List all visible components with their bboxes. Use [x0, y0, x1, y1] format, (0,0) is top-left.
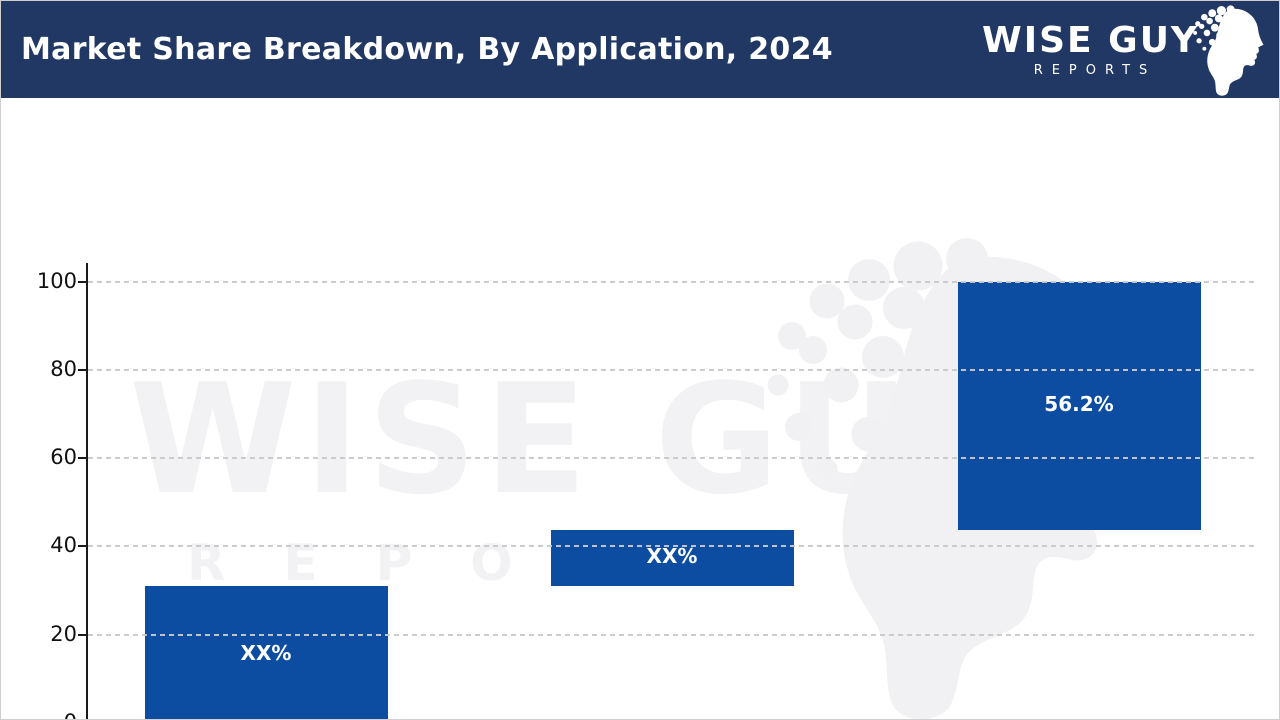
- gridline-80: [88, 368, 1258, 371]
- gridline-60: [88, 457, 1258, 460]
- y-axis-tick: [78, 545, 86, 548]
- brand-logo-line1: WISE GUY: [981, 20, 1199, 61]
- y-axis-line: [86, 263, 88, 719]
- brand-logo-text: WISE GUY REPORTS: [981, 20, 1199, 79]
- bar-0: [144, 586, 388, 719]
- page-title: Market Share Breakdown, By Application, …: [21, 32, 833, 67]
- y-axis-tick-label: 100: [36, 268, 77, 293]
- bar-2: [957, 281, 1201, 530]
- gridline-20: [88, 633, 1258, 636]
- gridline-40: [88, 545, 1258, 548]
- y-axis-tick: [78, 633, 86, 636]
- header-band: Market Share Breakdown, By Application, …: [1, 1, 1279, 98]
- bar-value-label: XX%: [240, 640, 292, 665]
- y-axis-tick: [78, 368, 86, 371]
- y-axis-tick-label: 80: [50, 356, 77, 381]
- brand-logo-line2: REPORTS: [1033, 63, 1157, 78]
- y-axis-tick: [78, 280, 86, 283]
- y-axis-tick: [78, 457, 86, 460]
- y-axis-tick-label: 40: [50, 533, 77, 558]
- gridline-100: [88, 280, 1258, 283]
- brand-logo: WISE GUY REPORTS: [981, 5, 1271, 96]
- y-axis-tick-label: 20: [50, 621, 77, 646]
- y-axis-tick-label: 60: [50, 445, 77, 470]
- bar-value-label: XX%: [646, 543, 698, 568]
- bar-value-label: 56.2%: [1044, 391, 1114, 416]
- y-axis-tick-label: 0: [21, 710, 77, 719]
- bar-1: [550, 529, 794, 587]
- dot-face-logo-icon: [1193, 5, 1264, 96]
- bar-chart: WISE GUY REPORTS 020406080100XX%Computed…: [1, 98, 1279, 719]
